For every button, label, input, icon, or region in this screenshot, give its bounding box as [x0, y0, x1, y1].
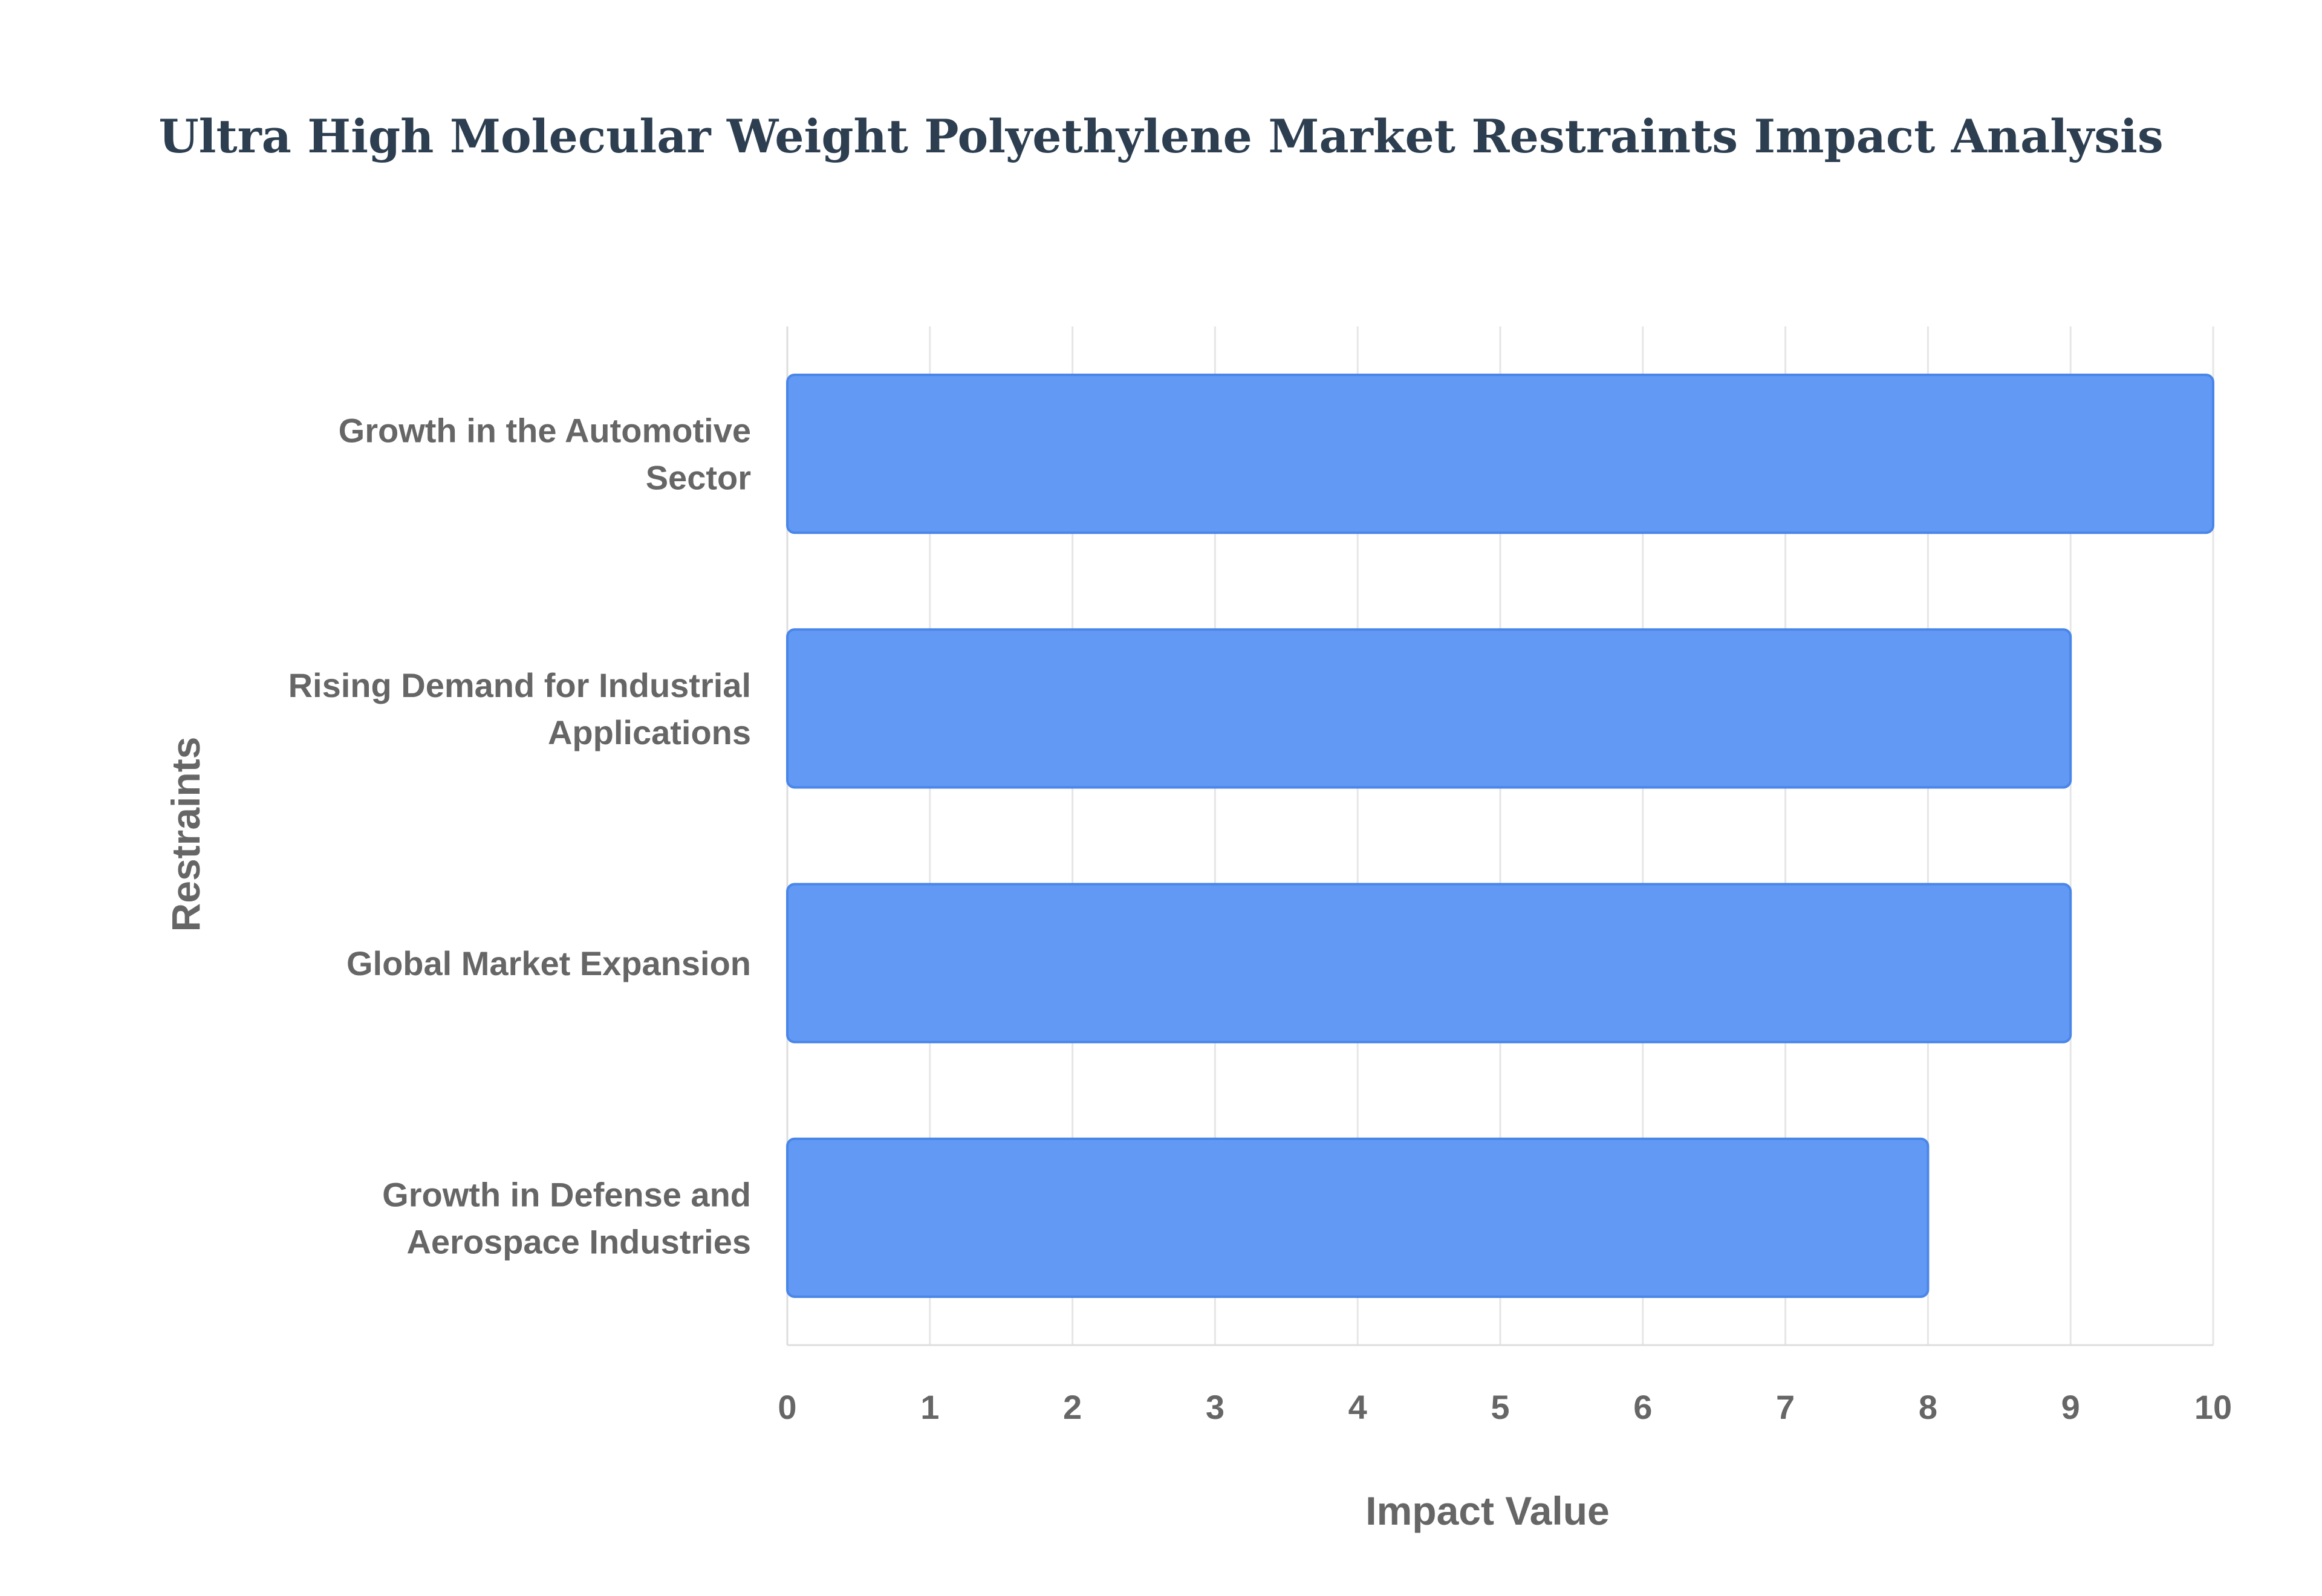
y-tick-label-line: Aerospace Industries [406, 1222, 751, 1260]
x-tick-label: 6 [1633, 1388, 1652, 1426]
chart-title: Ultra High Molecular Weight Polyethylene… [158, 109, 2163, 163]
x-tick-label: 7 [1776, 1388, 1795, 1426]
x-tick-label: 8 [1919, 1388, 1937, 1426]
x-tick-label: 10 [2194, 1388, 2232, 1426]
y-tick-labels: Growth in the Automotive Sector Rising Dem… [288, 412, 751, 1261]
y-tick-label: Growth in the Automotive Sector [339, 412, 751, 497]
x-tick-label: 0 [778, 1388, 796, 1426]
bar [786, 1137, 1930, 1298]
y-tick-label-line: Sector [646, 459, 751, 497]
x-tick-labels: 0 1 2 3 4 5 6 7 8 9 10 [778, 1388, 2232, 1426]
x-tick-label: 3 [1206, 1388, 1224, 1426]
y-tick-label-line: Global Market Expansion [346, 944, 751, 982]
x-tick-label: 5 [1491, 1388, 1509, 1426]
y-tick-label: Rising Demand for Industrial Applications [288, 666, 751, 751]
y-tick-label: Growth in Defense and Aerospace Industrie… [382, 1175, 751, 1260]
y-tick-label-line: Rising Demand for Industrial [288, 666, 751, 704]
y-tick-label-line: Growth in Defense and [382, 1175, 751, 1213]
bar-layer [786, 374, 2214, 1298]
bar [786, 883, 2072, 1043]
y-tick-label-line: Growth in the Automotive [339, 412, 751, 450]
x-tick-label: 2 [1063, 1388, 1082, 1426]
x-tick-label: 4 [1348, 1388, 1367, 1426]
bar [786, 374, 2214, 534]
x-axis-title: Impact Value [1365, 1488, 1610, 1533]
y-axis-title: Restraints [163, 737, 208, 932]
y-tick-label-line: Applications [548, 713, 751, 751]
y-tick-label: Global Market Expansion [346, 944, 751, 982]
bar [786, 628, 2072, 789]
x-tick-label: 1 [920, 1388, 939, 1426]
x-tick-label: 9 [2061, 1388, 2080, 1426]
